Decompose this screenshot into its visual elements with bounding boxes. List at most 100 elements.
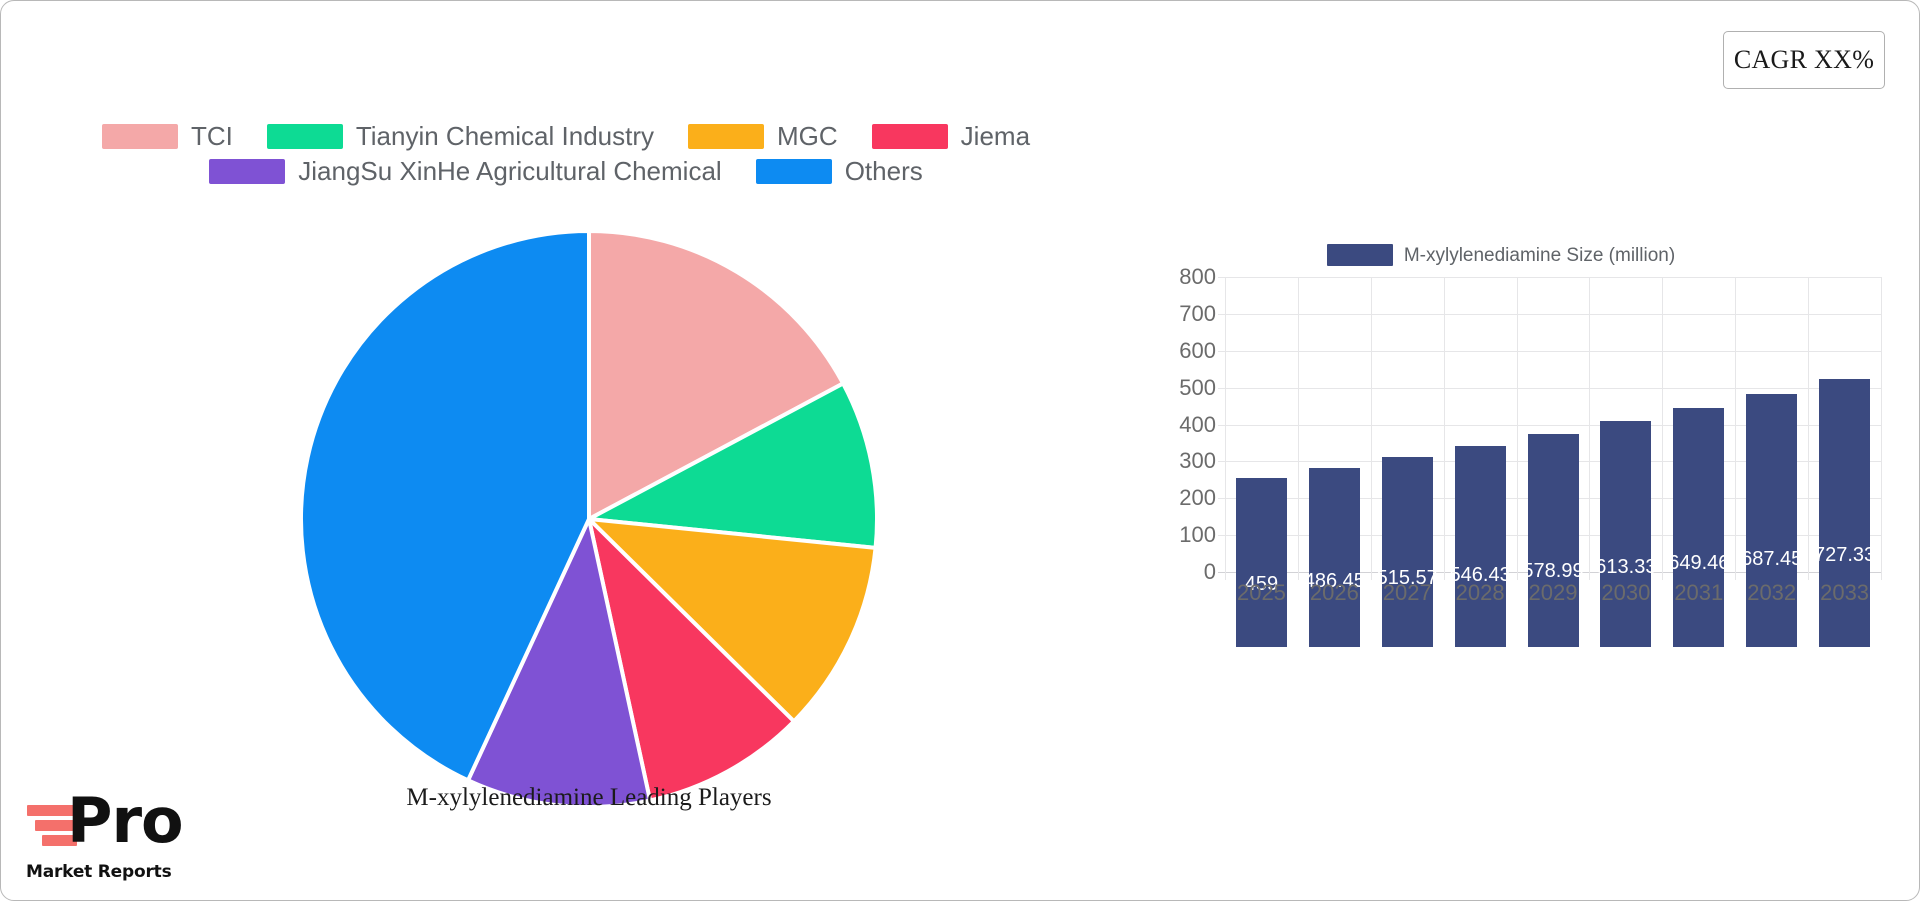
bar[interactable]: 486.45 — [1304, 467, 1365, 647]
bar[interactable]: 578.99 — [1522, 433, 1584, 647]
x-gridline — [1662, 277, 1664, 580]
bar-value-label: 486.45 — [1303, 570, 1365, 593]
pie-slice[interactable] — [582, 380, 879, 551]
x-axis-label: 2031 — [1674, 580, 1724, 605]
bar-cell: 687.45 — [1735, 352, 1808, 647]
bar-cell: 515.57 — [1371, 352, 1444, 647]
x-axis-labels: 2025 2026 2027 2028 2029 2030 2031 2032 2033 — [1225, 580, 1881, 606]
y-axis-label: 200 — [1179, 485, 1216, 511]
x-gridline — [1516, 277, 1518, 580]
logo-speed-bars-icon — [23, 805, 81, 855]
pie-slice[interactable] — [465, 512, 653, 809]
pie-slice[interactable] — [587, 229, 846, 523]
pie-legend-label: TCI — [190, 121, 233, 151]
pie-legend-item[interactable]: TCI — [101, 121, 233, 151]
x-gridline — [1225, 277, 1226, 580]
y-axis-label: 100 — [1179, 522, 1216, 548]
x-gridline — [1735, 277, 1737, 580]
bar[interactable]: 459 — [1235, 477, 1287, 647]
logo-bar-1 — [27, 805, 77, 816]
legend-color-swatch — [688, 123, 764, 149]
bar-value-label: 613.33 — [1595, 556, 1657, 579]
bar[interactable]: 687.45 — [1741, 393, 1802, 647]
bar-legend-swatch — [1326, 244, 1393, 266]
x-gridline — [1370, 277, 1372, 580]
y-gridline — [1218, 277, 1881, 278]
bar-chart: M-xylylenediamine Size (million) 0 100 200… — [1141, 241, 1882, 671]
y-axis-label: 800 — [1179, 264, 1216, 289]
pie-legend-row: JiangSu XinHe Agricultural Chemical Other… — [1, 158, 1131, 184]
bar-value-label: 546.43 — [1449, 563, 1511, 586]
pie-legend-item[interactable]: Jiema — [871, 121, 1031, 151]
logo-wordmark: Pro — [67, 784, 184, 857]
bar-cell: 546.43 — [1444, 352, 1517, 647]
y-axis-label: 400 — [1179, 411, 1216, 437]
x-axis-label: 2030 — [1601, 580, 1651, 605]
x-axis-label: 2027 — [1382, 580, 1432, 605]
pie-legend-item[interactable]: MGC — [688, 123, 838, 149]
pie-legend-item[interactable]: Tianyin Chemical Industry — [266, 121, 654, 151]
x-gridline — [1589, 277, 1591, 580]
pie-slice[interactable] — [299, 229, 591, 784]
pie-slice[interactable] — [583, 516, 878, 725]
x-axis-label: 2025 — [1236, 580, 1286, 605]
pie-legend-row: TCI Tianyin Chemical Industry MGC Jiema — [1, 123, 1131, 149]
pie-legend-item[interactable]: Others — [755, 156, 923, 186]
pie-legend-label: Tianyin Chemical Industry — [355, 121, 654, 151]
cagr-badge: CAGR XX% — [1723, 31, 1885, 89]
y-gridline — [1218, 313, 1881, 315]
x-axis-label: 2033 — [1820, 580, 1870, 605]
pie-chart-title: M-xylylenediamine Leading Players — [406, 784, 772, 811]
pie-legend-label: MGC — [777, 121, 838, 151]
bar-series: 459 486.45 515.57 546.43 578.99 613.33 649.46 6… — [1225, 352, 1881, 647]
x-axis-label: 2029 — [1528, 580, 1578, 605]
bar-value-label: 459 — [1244, 573, 1279, 596]
pro-market-reports-logo: Pro Market Reports — [23, 790, 184, 884]
pie-slice[interactable] — [585, 512, 797, 803]
x-gridline — [1808, 277, 1810, 580]
bar-value-label: 727.33 — [1813, 543, 1876, 566]
logo-bar-3 — [42, 835, 77, 846]
pie-legend-label: Jiema — [960, 121, 1031, 151]
logo-tagline: Market Reports — [26, 862, 172, 882]
pie-legend-label: Others — [844, 156, 923, 186]
bar-value-label: 578.99 — [1522, 559, 1584, 582]
x-axis-label: 2026 — [1309, 580, 1359, 605]
bar-cell: 727.33 — [1808, 352, 1881, 647]
bar-cell: 486.45 — [1298, 352, 1371, 647]
bar-cell: 578.99 — [1517, 352, 1590, 647]
bar[interactable]: 727.33 — [1814, 378, 1875, 647]
bar[interactable]: 515.57 — [1377, 456, 1438, 647]
legend-color-swatch — [266, 123, 343, 149]
legend-color-swatch — [101, 123, 178, 149]
bar[interactable]: 546.43 — [1450, 445, 1511, 647]
bar[interactable]: 649.46 — [1668, 407, 1729, 647]
pie-legend-item[interactable]: JiangSu XinHe Agricultural Chemical — [209, 158, 722, 184]
y-axis-label: 600 — [1179, 337, 1216, 363]
pie-svg — [299, 229, 879, 809]
cagr-label: CAGR XX% — [1733, 45, 1875, 74]
logo-mark: Pro — [23, 790, 184, 858]
bar-value-label: 649.46 — [1668, 552, 1730, 575]
legend-color-swatch — [209, 158, 286, 184]
legend-color-swatch — [871, 123, 948, 149]
y-gridline — [1218, 387, 1881, 389]
x-gridline — [1443, 277, 1445, 580]
bar-cell: 613.33 — [1589, 352, 1662, 647]
y-axis-label: 0 — [1203, 559, 1216, 584]
pie-chart — [299, 229, 879, 809]
y-gridline — [1218, 424, 1881, 426]
legend-color-swatch — [755, 158, 832, 184]
bar-value-label: 687.45 — [1741, 548, 1803, 570]
x-gridline — [1881, 277, 1882, 580]
x-axis-label: 2028 — [1455, 580, 1505, 605]
bar-cell: 649.46 — [1662, 352, 1735, 647]
bar-plot-area: 0 100 200 300 400 500 600 700 800 459 486.45 515.5… — [1141, 264, 1882, 647]
y-axis-label: 700 — [1179, 300, 1216, 326]
bar-cell: 459 — [1225, 352, 1298, 647]
bar[interactable]: 613.33 — [1595, 420, 1656, 647]
logo-bar-2 — [35, 820, 77, 831]
y-axis-label: 500 — [1179, 374, 1216, 400]
y-gridline — [1218, 350, 1881, 352]
